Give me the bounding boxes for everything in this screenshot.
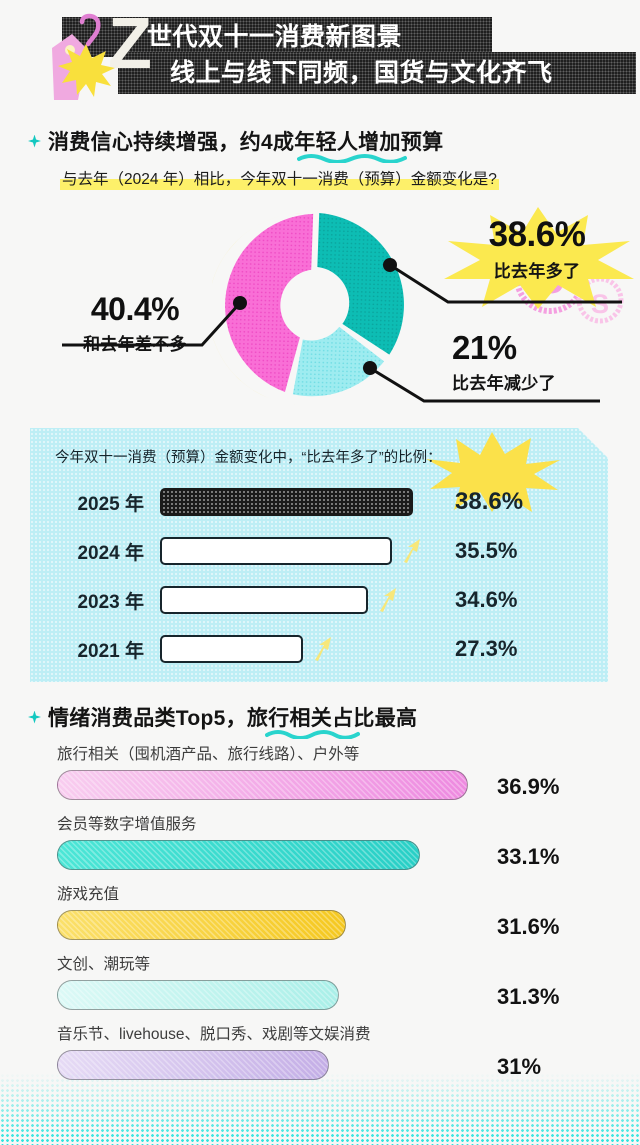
row-percent: 38.6% — [455, 488, 524, 515]
table-row: 2025 年 38.6% — [55, 480, 585, 524]
bottom-halftone-decoration — [0, 1073, 640, 1145]
row-year: 2024 年 — [77, 542, 144, 564]
bar-label: 音乐节、livehouse、脱口秀、戏剧等文娱消费 — [57, 1026, 371, 1043]
bar-percent: 36.9% — [497, 774, 560, 799]
bar-label: 游戏充值 — [57, 886, 120, 903]
diamond-bullet-icon — [28, 710, 41, 724]
bar-track: 33.1% — [57, 840, 627, 870]
row-bar — [160, 488, 413, 516]
bar-percent: 33.1% — [497, 844, 560, 869]
diamond-bullet-icon — [28, 134, 41, 148]
row-percent: 34.6% — [455, 587, 518, 612]
section-consumer-confidence: 消费信心持续增强，约4成年轻人增加预算 与去年（2024 年）相比，今年双十一消… — [0, 126, 640, 324]
title-bar-line2: 线上与线下同频，国货与文化齐飞 — [118, 52, 636, 94]
bar-label: 旅行相关（囤机酒产品、旅行线路）、户外等 — [57, 746, 360, 763]
row-year: 2025 年 — [77, 493, 144, 515]
callout-less-than-last-year: 21% 比去年减少了 — [452, 331, 602, 394]
bar-percent: 31.6% — [497, 914, 560, 939]
underline-squiggle-icon — [265, 729, 360, 739]
title-line1-text: 世代双十一消费新图景 — [147, 22, 403, 51]
yearly-comparison-card: 今年双十一消费（预算）金额变化中，“比去年多了”的比例： 2025 年 38.6… — [30, 428, 608, 682]
callout-label: 比去年多了 — [493, 262, 581, 281]
bar-label: 文创、潮玩等 — [57, 956, 151, 973]
bar-fill — [57, 840, 420, 870]
row-year: 2023 年 — [77, 591, 144, 613]
row-bar-zone — [160, 583, 430, 617]
section1-title: 消费信心持续增强，约4成年轻人增加预算 — [48, 131, 444, 154]
bar-item: 游戏充值 31.6% — [57, 882, 627, 940]
bar-percent: 31.3% — [497, 984, 560, 1009]
table-row: 2023 年 34.6% — [55, 578, 585, 622]
row-bar — [160, 537, 392, 565]
callout-value: 21% — [452, 329, 517, 366]
row-year: 2021 年 — [77, 640, 144, 662]
underline-squiggle-icon — [297, 153, 407, 163]
bar-track: 36.9% — [57, 770, 627, 800]
growth-arrow-icon — [404, 539, 420, 563]
bar-fill — [57, 770, 468, 800]
bar-item: 会员等数字增值服务 33.1% — [57, 812, 627, 870]
bar-fill — [57, 980, 339, 1010]
row-bar-zone — [160, 485, 430, 519]
bar-label: 会员等数字增值服务 — [57, 816, 197, 833]
row-percent: 35.5% — [455, 538, 518, 563]
callout-label: 比去年减少了 — [452, 374, 556, 393]
row-bar-zone — [160, 632, 430, 666]
donut-slice-less — [292, 326, 385, 397]
growth-arrow-icon — [380, 588, 396, 612]
donut-chart-block: 38.6% 比去年多了 21% 比去年减少了 40.4% 和去年差不多 — [0, 205, 640, 420]
price-tag-icon — [42, 12, 120, 108]
bar-item: 旅行相关（囤机酒产品、旅行线路）、户外等 36.9% — [57, 742, 627, 800]
title-line2-text: 线上与线下同频，国货与文化齐飞 — [170, 58, 553, 87]
bar-track: 31.3% — [57, 980, 627, 1010]
section1-heading: 消费信心持续增强，约4成年轻人增加预算 — [0, 126, 640, 156]
section-top5-categories: 情绪消费品类Top5，旅行相关占比最高 — [0, 702, 640, 739]
section2-heading: 情绪消费品类Top5，旅行相关占比最高 — [0, 702, 640, 732]
callout-value: 38.6% — [488, 215, 586, 254]
callout-label: 和去年差不多 — [83, 335, 187, 354]
callout-same-as-last-year: 40.4% 和去年差不多 — [40, 293, 230, 355]
starburst-2025-icon — [426, 432, 560, 512]
bar-item: 文创、潮玩等 31.3% — [57, 952, 627, 1010]
donut-slice-same — [225, 213, 314, 392]
donut-slice-more — [317, 213, 404, 355]
bar-track: 31.6% — [57, 910, 627, 940]
growth-arrow-icon — [315, 637, 331, 661]
bar-fill — [57, 910, 346, 940]
table-row: 2024 年 35.5% — [55, 529, 585, 573]
card-caption: 今年双十一消费（预算）金额变化中，“比去年多了”的比例： — [55, 450, 442, 466]
table-row: 2021 年 27.3% — [55, 627, 585, 671]
row-bar — [160, 635, 303, 663]
bar-item: 音乐节、livehouse、脱口秀、戏剧等文娱消费 31% — [57, 1022, 627, 1080]
z-generation-glyph: Z — [108, 4, 152, 84]
section2-title: 情绪消费品类Top5，旅行相关占比最高 — [48, 707, 418, 730]
donut-chart-svg — [212, 213, 404, 405]
section1-subtitle: 与去年（2024 年）相比，今年双十一消费（预算）金额变化是? — [60, 166, 499, 190]
header-banner: 世代双十一消费新图景 线上与线下同频，国货与文化齐飞 Z — [0, 0, 640, 118]
callout-value: 40.4% — [90, 291, 180, 327]
row-bar — [160, 586, 368, 614]
row-bar-zone — [160, 534, 430, 568]
callout-more-than-last-year: 38.6% 比去年多了 — [452, 217, 622, 282]
row-percent: 27.3% — [455, 636, 518, 661]
